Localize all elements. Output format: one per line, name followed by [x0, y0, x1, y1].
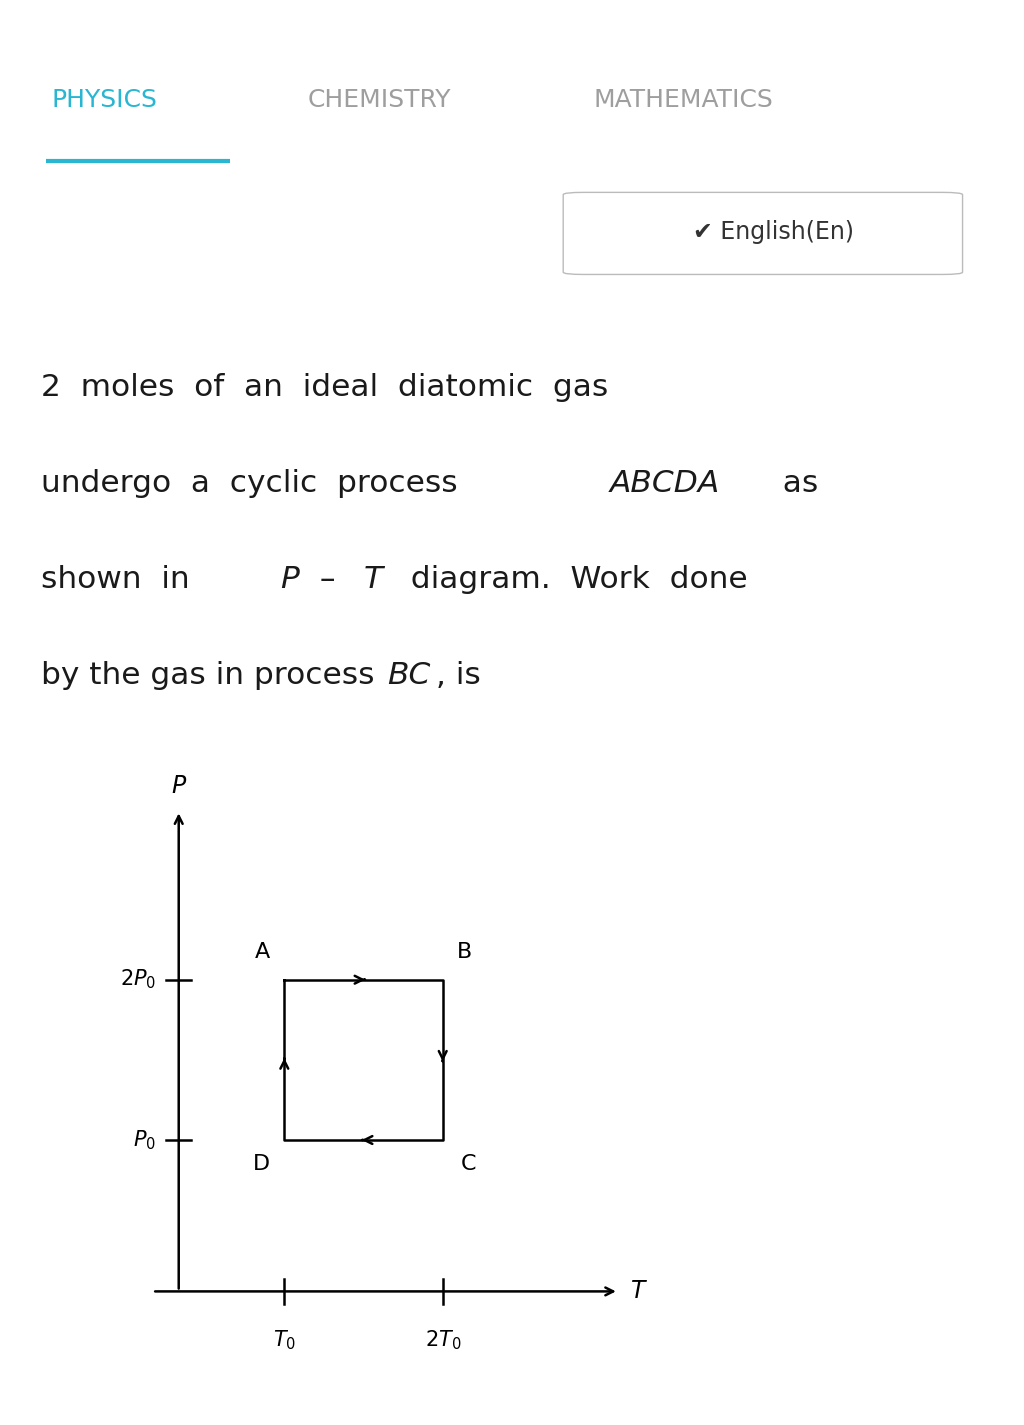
Text: $P_0$: $P_0$	[133, 1129, 156, 1151]
Text: C: C	[461, 1154, 476, 1174]
Text: A: A	[255, 942, 270, 962]
Text: BC: BC	[387, 661, 430, 690]
Text: –: –	[310, 566, 346, 594]
Text: D: D	[253, 1154, 270, 1174]
Text: by the gas in process: by the gas in process	[41, 661, 394, 690]
Text: $2T_0$: $2T_0$	[425, 1328, 461, 1352]
Text: , is: , is	[436, 661, 481, 690]
Text: $2P_0$: $2P_0$	[120, 968, 156, 992]
Text: ✔ English(En): ✔ English(En)	[692, 221, 854, 244]
FancyBboxPatch shape	[563, 192, 963, 275]
Text: T: T	[631, 1280, 645, 1304]
Text: T: T	[364, 566, 383, 594]
Text: PHYSICS: PHYSICS	[51, 88, 157, 113]
Text: ABCDA: ABCDA	[609, 469, 720, 497]
Text: MATHEMATICS: MATHEMATICS	[594, 88, 774, 113]
Text: diagram.  Work  done: diagram. Work done	[391, 566, 748, 594]
Text: CHEMISTRY: CHEMISTRY	[307, 88, 451, 113]
Text: P: P	[281, 566, 299, 594]
Text: P: P	[172, 774, 185, 798]
Text: shown  in: shown in	[41, 566, 209, 594]
Text: B: B	[457, 942, 472, 962]
Text: as: as	[763, 469, 818, 497]
Text: 2  moles  of  an  ideal  diatomic  gas: 2 moles of an ideal diatomic gas	[41, 373, 608, 402]
Text: undergo  a  cyclic  process: undergo a cyclic process	[41, 469, 477, 497]
Text: $T_0$: $T_0$	[272, 1328, 296, 1352]
